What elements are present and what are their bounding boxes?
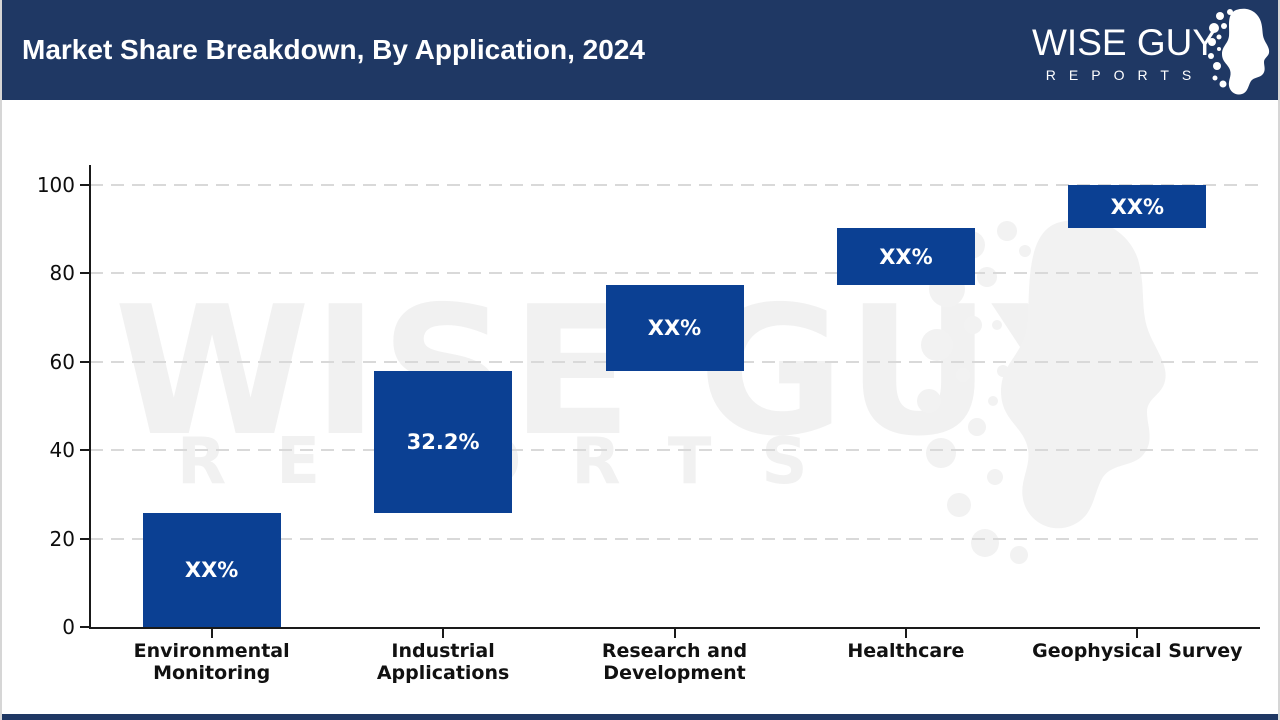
page-title: Market Share Breakdown, By Application, … <box>22 34 645 65</box>
x-axis-category-label: Geophysical Survey <box>1022 640 1252 662</box>
x-axis-category-label: Environmental Monitoring <box>97 640 327 684</box>
x-axis-category-label-line: Monitoring <box>153 662 271 684</box>
y-axis-tick <box>80 272 89 275</box>
x-axis-tick <box>673 629 676 638</box>
x-axis-category-label-line: Environmental <box>133 640 290 662</box>
x-axis-category-label-line: Research and <box>601 640 748 662</box>
x-axis-category-label-line: Geophysical Survey <box>1032 640 1243 662</box>
y-gridline <box>90 184 1260 186</box>
x-axis-category-label-line: Healthcare <box>847 640 965 662</box>
footer-accent-bar <box>2 714 1278 720</box>
x-axis-tick <box>210 629 213 638</box>
x-axis-category-label-line: Industrial <box>391 640 495 662</box>
x-axis-category-label-line: Applications <box>376 662 510 684</box>
bar-value-label: 32.2% <box>406 429 480 454</box>
x-axis-tick <box>442 629 445 638</box>
x-axis-category-label: Research and Development <box>560 640 790 684</box>
y-axis-tick-label: 60 <box>49 349 75 374</box>
logo-head-icon <box>1208 8 1270 95</box>
y-axis-tick <box>80 360 89 363</box>
bar-value-label: XX% <box>647 315 702 340</box>
y-axis-tick-label: 0 <box>62 615 75 639</box>
x-axis-category-label-line: Development <box>603 662 746 684</box>
y-axis-tick <box>80 537 89 540</box>
x-axis-category-label: Healthcare <box>791 640 1021 662</box>
logo-wordmark: WISE GUY <box>1032 22 1218 63</box>
wise-guy-logo: WISE GUY REPORTS <box>1004 4 1274 96</box>
y-axis-tick <box>80 184 89 186</box>
y-axis-tick-label: 20 <box>49 526 75 551</box>
x-axis-tick <box>1136 629 1139 638</box>
watermark-subtitle: REPORTS <box>177 425 858 499</box>
y-gridline <box>90 537 1260 540</box>
bar-segment: XX% <box>142 512 281 627</box>
y-axis-line <box>89 165 91 629</box>
x-axis-line <box>89 627 1260 629</box>
y-axis-tick-label: 40 <box>49 438 75 463</box>
y-axis-tick <box>80 626 89 628</box>
bar-segment: XX% <box>836 228 975 286</box>
logo-text: WISE GUY REPORTS <box>1032 22 1218 83</box>
bar-segment: XX% <box>605 285 744 371</box>
y-axis-tick-label: 100 <box>36 173 75 197</box>
y-axis-tick <box>80 449 89 452</box>
bar-value-label: XX% <box>879 244 933 269</box>
y-gridline <box>90 272 1260 275</box>
bar-segment: 32.2% <box>374 370 513 513</box>
y-gridline <box>90 449 1260 452</box>
bar-segment: XX% <box>1068 185 1207 229</box>
y-axis-tick-label: 80 <box>49 261 75 286</box>
header-bar: Market Share Breakdown, By Application, … <box>2 0 1278 100</box>
x-axis-category-label: Industrial Applications <box>328 640 558 684</box>
bar-value-label: XX% <box>184 557 239 582</box>
bar-value-label: XX% <box>1110 194 1165 219</box>
x-axis-tick <box>904 629 907 638</box>
logo-subtitle: REPORTS <box>1045 67 1205 83</box>
